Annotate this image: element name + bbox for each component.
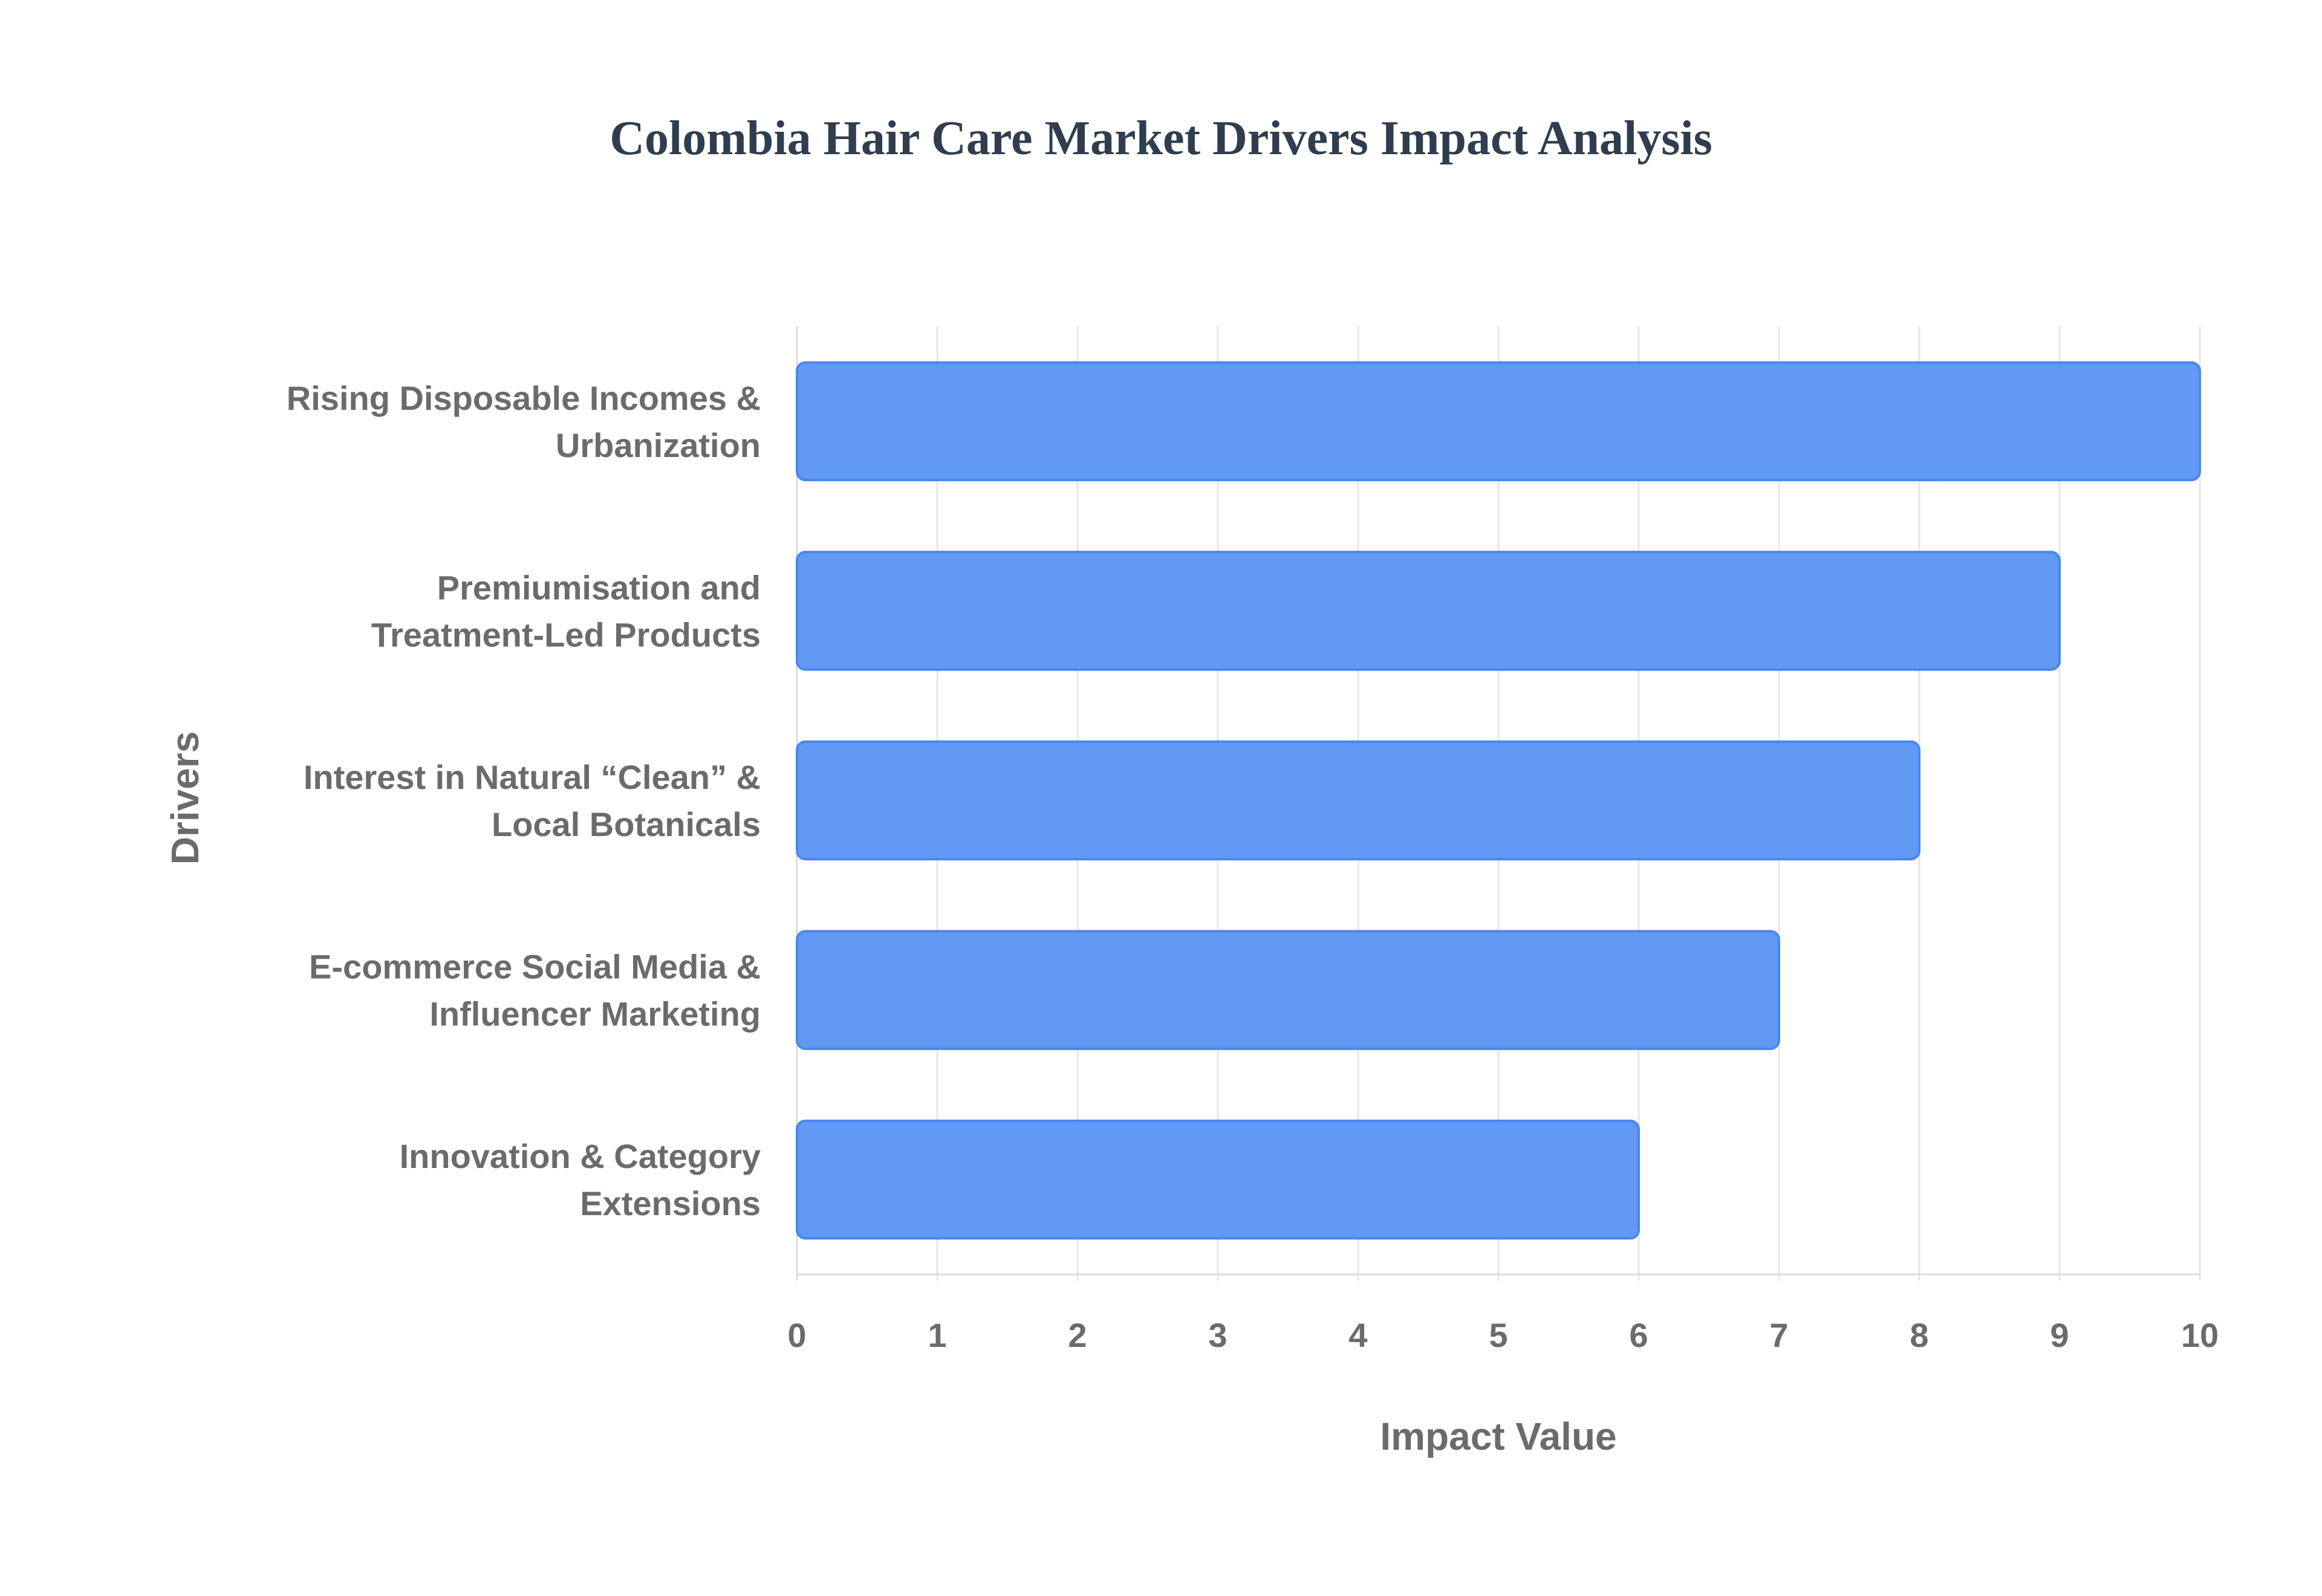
bar (796, 930, 1780, 1050)
bar (796, 1119, 1640, 1240)
category-label: E-commerce Social Media & (309, 948, 761, 986)
category-label: Interest in Natural “Clean” & (304, 758, 761, 796)
y-axis-label: Drivers (163, 731, 207, 865)
bar (796, 740, 1920, 861)
category-label: Influencer Marketing (429, 995, 761, 1033)
category-labels: Rising Disposable Incomes & Urbanization P… (287, 379, 761, 1222)
x-tick-label: 10 (2181, 1316, 2219, 1354)
x-tick-label: 6 (1629, 1316, 1648, 1354)
x-axis-label: Impact Value (1380, 1415, 1616, 1458)
category-label: Premiumisation and (437, 568, 761, 606)
bar (796, 361, 2201, 482)
category-label: Local Botanicals (492, 805, 761, 843)
chart-title: Colombia Hair Care Market Drivers Impact… (610, 112, 1712, 165)
x-tick-label: 2 (1068, 1316, 1087, 1354)
x-tick-label: 8 (1910, 1316, 1928, 1354)
x-tick-label: 5 (1489, 1316, 1507, 1354)
x-tick-label: 9 (2050, 1316, 2069, 1354)
bar (796, 551, 2061, 671)
x-tick-label: 3 (1208, 1316, 1227, 1354)
category-label: Treatment-Led Products (371, 615, 761, 654)
x-tick-label: 4 (1348, 1316, 1367, 1354)
x-tick-label: 1 (928, 1316, 946, 1354)
x-axis-ticks: 0 1 2 3 4 5 6 7 8 9 10 (787, 1316, 2219, 1354)
category-label: Urbanization (556, 426, 761, 464)
category-label: Rising Disposable Incomes & (287, 379, 761, 417)
category-label: Extensions (580, 1184, 761, 1222)
x-tick-label: 0 (787, 1316, 806, 1354)
x-tick-label: 7 (1769, 1316, 1788, 1354)
bars (796, 361, 2201, 1240)
category-label: Innovation & Category (400, 1137, 761, 1175)
